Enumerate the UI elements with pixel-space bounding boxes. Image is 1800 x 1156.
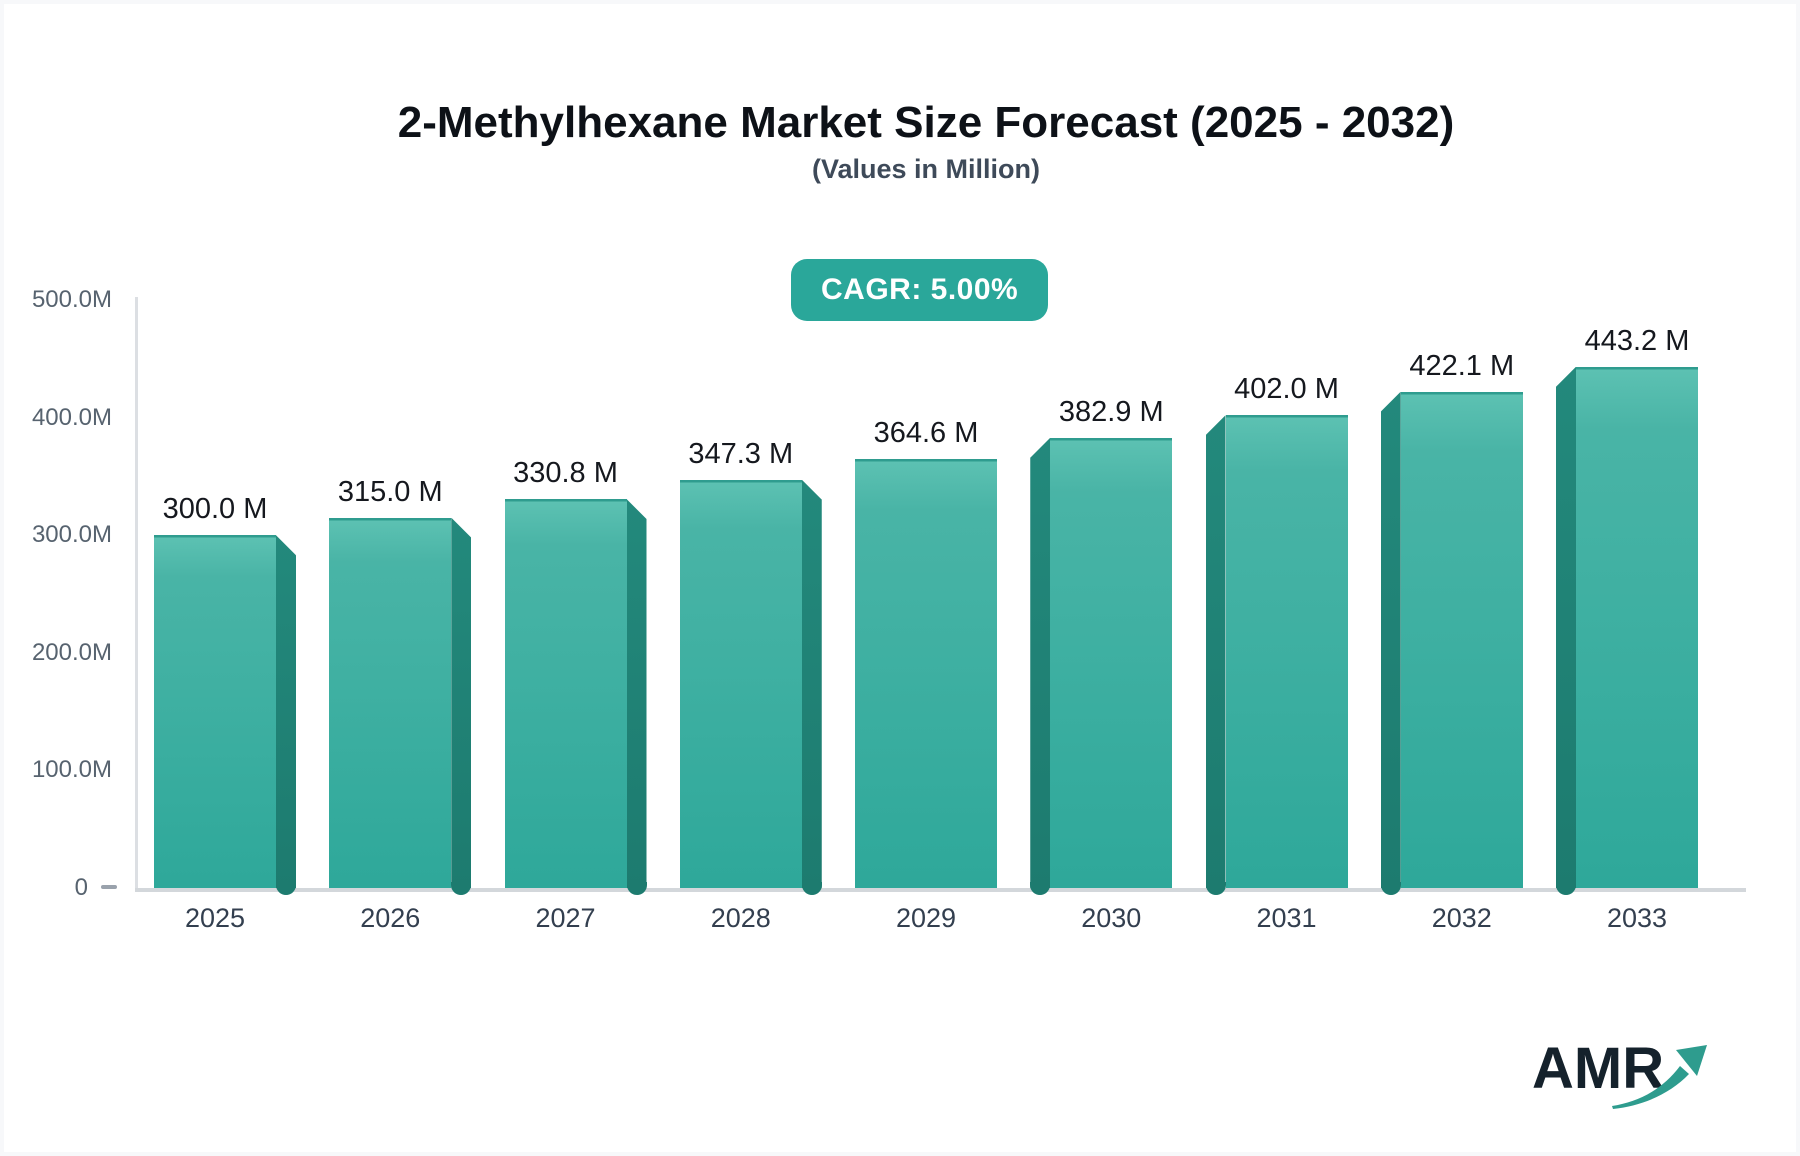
amr-logo-text: AMR: [1532, 1036, 1665, 1101]
bar-side-face: [1380, 391, 1401, 888]
bar-value-label: 300.0 M: [162, 493, 268, 526]
bar-shadow: [451, 882, 472, 895]
bar-value-label: 422.1 M: [1409, 349, 1515, 382]
bar-side-face: [276, 535, 296, 888]
bar-group-2029: 364.6 M 2029: [855, 417, 997, 933]
x-tick-label: 2028: [710, 903, 771, 933]
bar-side-face: [801, 479, 822, 888]
y-tick-label: 300.0M: [31, 521, 112, 549]
bar-value-label: 402.0 M: [1234, 373, 1339, 406]
y-tick-label: 200.0M: [31, 638, 112, 666]
bar-value-label: 330.8 M: [513, 456, 618, 489]
bar-2026: 315.0 M 2026: [329, 476, 452, 933]
y-tick-label: 100.0M: [31, 756, 112, 784]
bar-group-2028: 347.3 M 2028: [679, 438, 822, 933]
bar-2025: 300.0 M 2025: [154, 493, 276, 933]
x-tick-label: 2025: [184, 903, 246, 933]
bar-shadow: [1556, 882, 1576, 895]
bar-group-2027: 330.8 M 2027: [504, 457, 647, 933]
bar-group-2031: 402.0 M 2031: [1205, 373, 1348, 933]
bar-shadow: [1205, 882, 1226, 895]
x-tick-label: 2030: [1081, 903, 1142, 933]
bar-shadow: [626, 882, 647, 895]
bar-shadow: [801, 882, 822, 895]
bar-side-face: [1556, 366, 1576, 888]
bar-2031: 402.0 M 2031: [1225, 373, 1348, 933]
bar-group-2026: 315.0 M 2026: [329, 476, 472, 933]
bar-group-2030: 382.9 M 2030: [1030, 396, 1173, 933]
x-tick-label: 2031: [1256, 903, 1317, 933]
zero-tick-mark: [101, 885, 117, 889]
bar-2030: 382.9 M 2030: [1050, 396, 1173, 933]
bar-shadow: [276, 882, 296, 895]
y-tick-label: 500.0M: [31, 286, 112, 313]
bar-side-face: [626, 498, 647, 888]
bar-value-label: 315.0 M: [337, 475, 443, 508]
bar-value-label: 347.3 M: [688, 437, 794, 470]
bar-2033: 443.2 M 2033: [1576, 325, 1698, 933]
x-tick-label: 2032: [1431, 903, 1492, 933]
x-axis-line: [135, 888, 1746, 892]
chart-subtitle: (Values in Million): [811, 154, 1041, 184]
bar-2029: 364.6 M 2029: [855, 417, 997, 933]
y-axis-line: [135, 297, 138, 892]
cagr-badge: CAGR: 5.00%: [791, 259, 1049, 321]
bar-shadow: [1380, 882, 1401, 895]
bar-group-2025: 300.0 M 2025: [154, 493, 296, 933]
bar-2027: 330.8 M 2027: [504, 457, 627, 933]
x-tick-label: 2027: [535, 903, 596, 933]
x-tick-label: 2026: [360, 903, 421, 933]
bar-side-face: [1205, 415, 1226, 888]
bar-group-2032: 422.1 M 2032: [1380, 350, 1523, 933]
y-tick-label: 0: [74, 874, 88, 901]
bar-group-2033: 443.2 M 2033: [1556, 325, 1698, 933]
bar-value-label: 382.9 M: [1058, 395, 1164, 428]
y-axis-labels: 500.0M 400.0M 300.0M 200.0M 100.0M 0: [4, 4, 112, 1152]
x-tick-label: 2029: [895, 903, 957, 933]
bar-side-face: [451, 517, 472, 888]
bar-2028: 347.3 M 2028: [679, 438, 802, 933]
x-tick-label: 2033: [1606, 903, 1668, 933]
amr-logo: AMR: [1532, 1040, 1722, 1120]
bar-2032: 422.1 M 2032: [1400, 350, 1523, 933]
chart-title: 2-Methylhexane Market Size Forecast (202…: [397, 98, 1455, 147]
bar-side-face: [1030, 437, 1051, 888]
bar-value-label: 443.2 M: [1584, 324, 1690, 357]
bar-shadow: [1030, 882, 1051, 895]
y-tick-label: 400.0M: [31, 403, 112, 431]
growth-arrow-icon: [1612, 1045, 1707, 1109]
bar-value-label: 364.6 M: [873, 417, 979, 450]
bars: 300.0 M 2025 315.0 M 2026 330.8 M 2027 347.3 M…: [154, 300, 1698, 933]
